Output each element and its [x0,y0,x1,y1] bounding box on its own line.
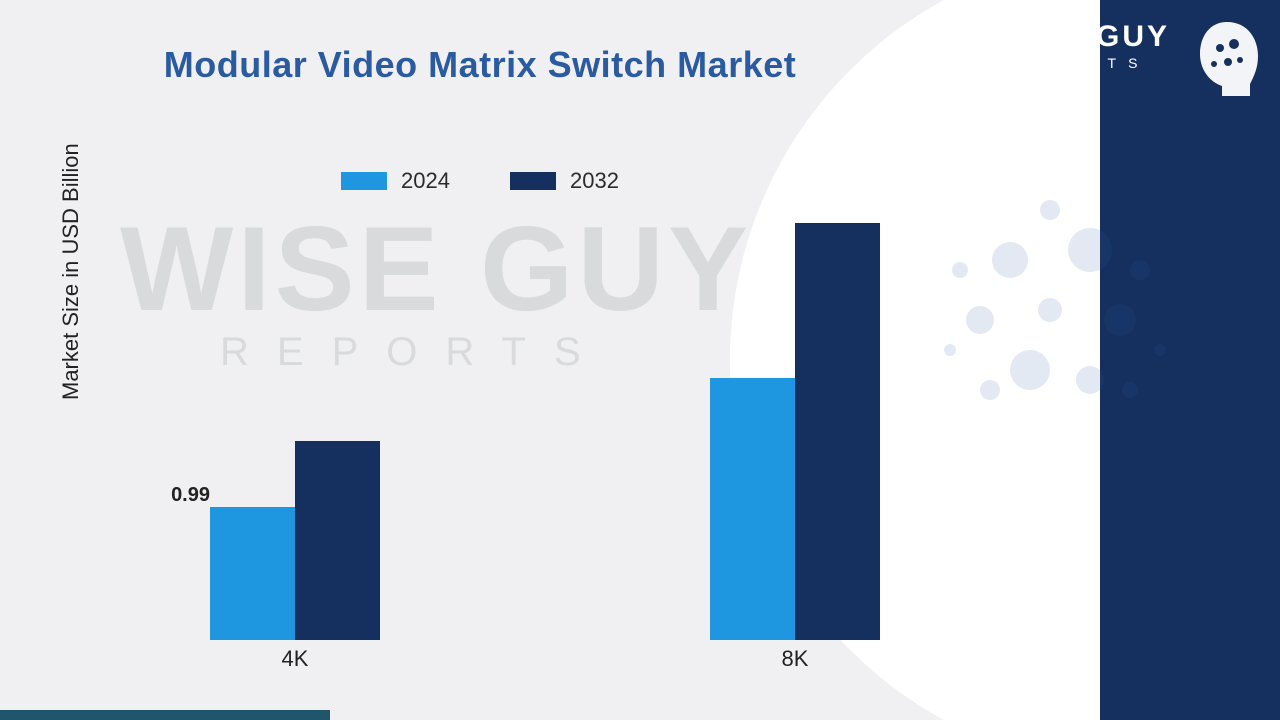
chart-area: 4K 8K 0.99 [110,210,980,660]
chart-title: Modular Video Matrix Switch Market [0,44,960,86]
bar-8k-2032 [795,223,880,640]
brand-head-icon [1192,18,1262,98]
legend-item-2024: 2024 [341,168,450,194]
plot-area: 4K 8K 0.99 [110,210,980,640]
legend-label-2024: 2024 [401,168,450,194]
legend-swatch-2024 [341,172,387,190]
bar-8k-2024 [710,378,795,640]
legend-swatch-2032 [510,172,556,190]
legend-label-2032: 2032 [570,168,619,194]
bar-4k-2032 [295,441,380,640]
bar-group-8k: 8K [710,223,880,640]
right-band [1100,0,1280,720]
x-label-8k: 8K [782,646,809,672]
x-label-4k: 4K [282,646,309,672]
value-label-4k-2024: 0.99 [171,484,210,507]
bar-4k-2024 [210,507,295,640]
bottom-accent-bar [0,710,330,720]
legend: 2024 2032 [0,168,960,194]
legend-item-2032: 2032 [510,168,619,194]
bar-group-4k: 4K [210,441,380,640]
y-axis-label: Market Size in USD Billion [58,143,84,400]
